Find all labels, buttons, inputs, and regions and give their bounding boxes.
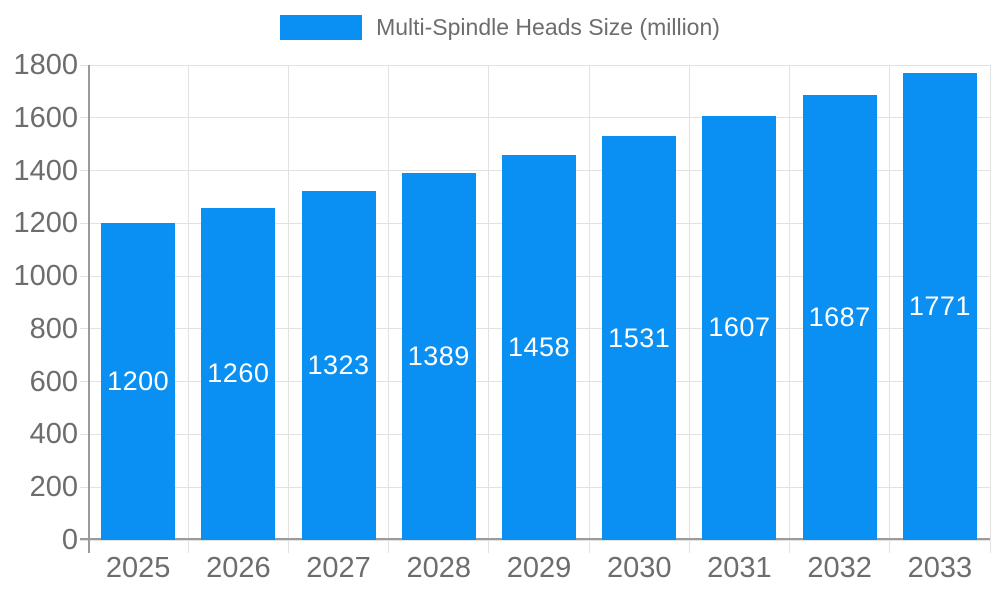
y-axis-tick-label: 1400 — [13, 154, 78, 187]
x-axis-tick-label: 2027 — [306, 552, 371, 584]
bar-value-label: 1323 — [307, 349, 370, 380]
x-axis-tick-label: 2026 — [206, 552, 271, 584]
y-axis-tick-label: 0 — [61, 524, 78, 556]
bar[interactable]: 1531 — [602, 136, 677, 540]
y-axis-tick-label: 400 — [29, 418, 78, 451]
legend-label: Multi-Spindle Heads Size (million) — [376, 14, 720, 40]
bar[interactable]: 1687 — [802, 94, 877, 540]
x-gridline — [388, 65, 390, 553]
y-axis-tick-label: 1200 — [13, 207, 78, 240]
y-axis-tick-label: 1800 — [13, 49, 78, 81]
y-axis-labels: 0 200 400 600 800 1000 1200 1400 1600 1800 — [0, 0, 78, 600]
bar[interactable]: 1458 — [502, 155, 576, 540]
bar-value-label: 1771 — [908, 290, 971, 321]
bar-value-label: 1200 — [107, 366, 170, 397]
bar-value-label: 1389 — [407, 341, 470, 372]
bar-value-label: 1607 — [708, 312, 771, 343]
x-axis-tick-label: 2032 — [807, 552, 872, 584]
bar[interactable]: 1323 — [301, 190, 376, 540]
x-axis-tick-label: 2028 — [406, 552, 472, 584]
y-axis-tick-label: 800 — [29, 312, 78, 345]
x-axis-tick-label: 2031 — [707, 552, 772, 584]
x-axis-tick-label: 2029 — [506, 552, 572, 584]
bar-value-label: 1260 — [207, 358, 270, 389]
x-gridline — [287, 65, 289, 553]
y-axis-tick-label: 1600 — [13, 101, 78, 134]
bar[interactable]: 1389 — [401, 173, 476, 540]
x-axis-tick-label: 2030 — [606, 552, 672, 584]
x-axis-tick-label: 2033 — [907, 552, 973, 584]
bar-value-label: 1687 — [808, 301, 871, 332]
x-gridline — [889, 65, 891, 553]
bar[interactable]: 1771 — [902, 72, 977, 540]
x-gridline — [187, 65, 189, 553]
x-gridline — [789, 65, 791, 553]
bar[interactable]: 1200 — [101, 223, 176, 540]
bar[interactable]: 1260 — [201, 207, 276, 540]
x-gridline — [488, 65, 490, 553]
x-axis-tick-label: 2025 — [105, 552, 171, 584]
y-gridline — [80, 117, 990, 119]
y-gridline — [80, 539, 990, 541]
y-axis-tick-label: 600 — [29, 365, 78, 398]
x-gridline — [588, 65, 590, 553]
y-axis-line — [88, 65, 90, 553]
bar-value-label: 1458 — [507, 332, 571, 363]
bar[interactable]: 1607 — [702, 115, 777, 540]
y-gridline — [80, 64, 990, 66]
legend-swatch — [280, 15, 363, 40]
x-gridline — [989, 65, 991, 553]
x-gridline — [688, 65, 690, 553]
x-axis-labels: 2025 2026 2027 2028 2029 2030 2031 2032 2033 — [88, 551, 990, 585]
bar-value-label: 1531 — [608, 322, 671, 353]
plot-area: 1200 1260 1323 1389 1458 1531 1607 1687 1771 — [80, 64, 991, 553]
y-axis-tick-label: 1000 — [13, 260, 78, 293]
y-axis-tick-label: 200 — [29, 471, 78, 504]
legend[interactable]: Multi-Spindle Heads Size (million) — [0, 14, 1000, 41]
